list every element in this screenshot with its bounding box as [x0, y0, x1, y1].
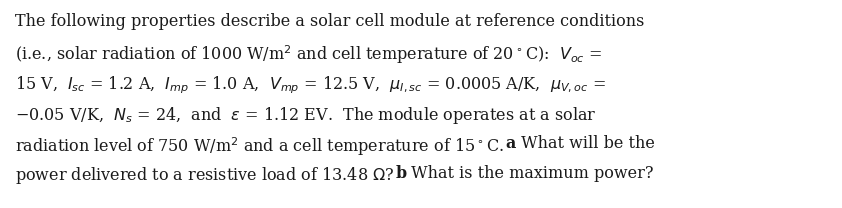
Text: a: a: [506, 135, 516, 152]
Text: The following properties describe a solar cell module at reference conditions: The following properties describe a sola…: [15, 13, 644, 30]
Text: (i.e., solar radiation of 1000 W/m$^2$ and cell temperature of 20$^\circ$C):  $V: (i.e., solar radiation of 1000 W/m$^2$ a…: [15, 43, 602, 66]
Text: b: b: [395, 166, 407, 182]
Text: $-$0.05 V/K,  $N_s$ = 24,  and  $\varepsilon$ = 1.12 EV.  The module operates at: $-$0.05 V/K, $N_s$ = 24, and $\varepsilo…: [15, 104, 597, 125]
Text: What will be the: What will be the: [516, 135, 655, 152]
Text: radiation level of 750 W/m$^2$ and a cell temperature of 15$^\circ$C.: radiation level of 750 W/m$^2$ and a cel…: [15, 135, 506, 158]
Text: 15 V,  $I_{sc}$ = 1.2 A,  $I_{mp}$ = 1.0 A,  $V_{mp}$ = 12.5 V,  $\mu_{I,sc}$ = : 15 V, $I_{sc}$ = 1.2 A, $I_{mp}$ = 1.0 A…: [15, 74, 606, 96]
Text: power delivered to a resistive load of 13.48 $\Omega$?: power delivered to a resistive load of 1…: [15, 166, 395, 187]
Text: What is the maximum power?: What is the maximum power?: [407, 166, 654, 182]
